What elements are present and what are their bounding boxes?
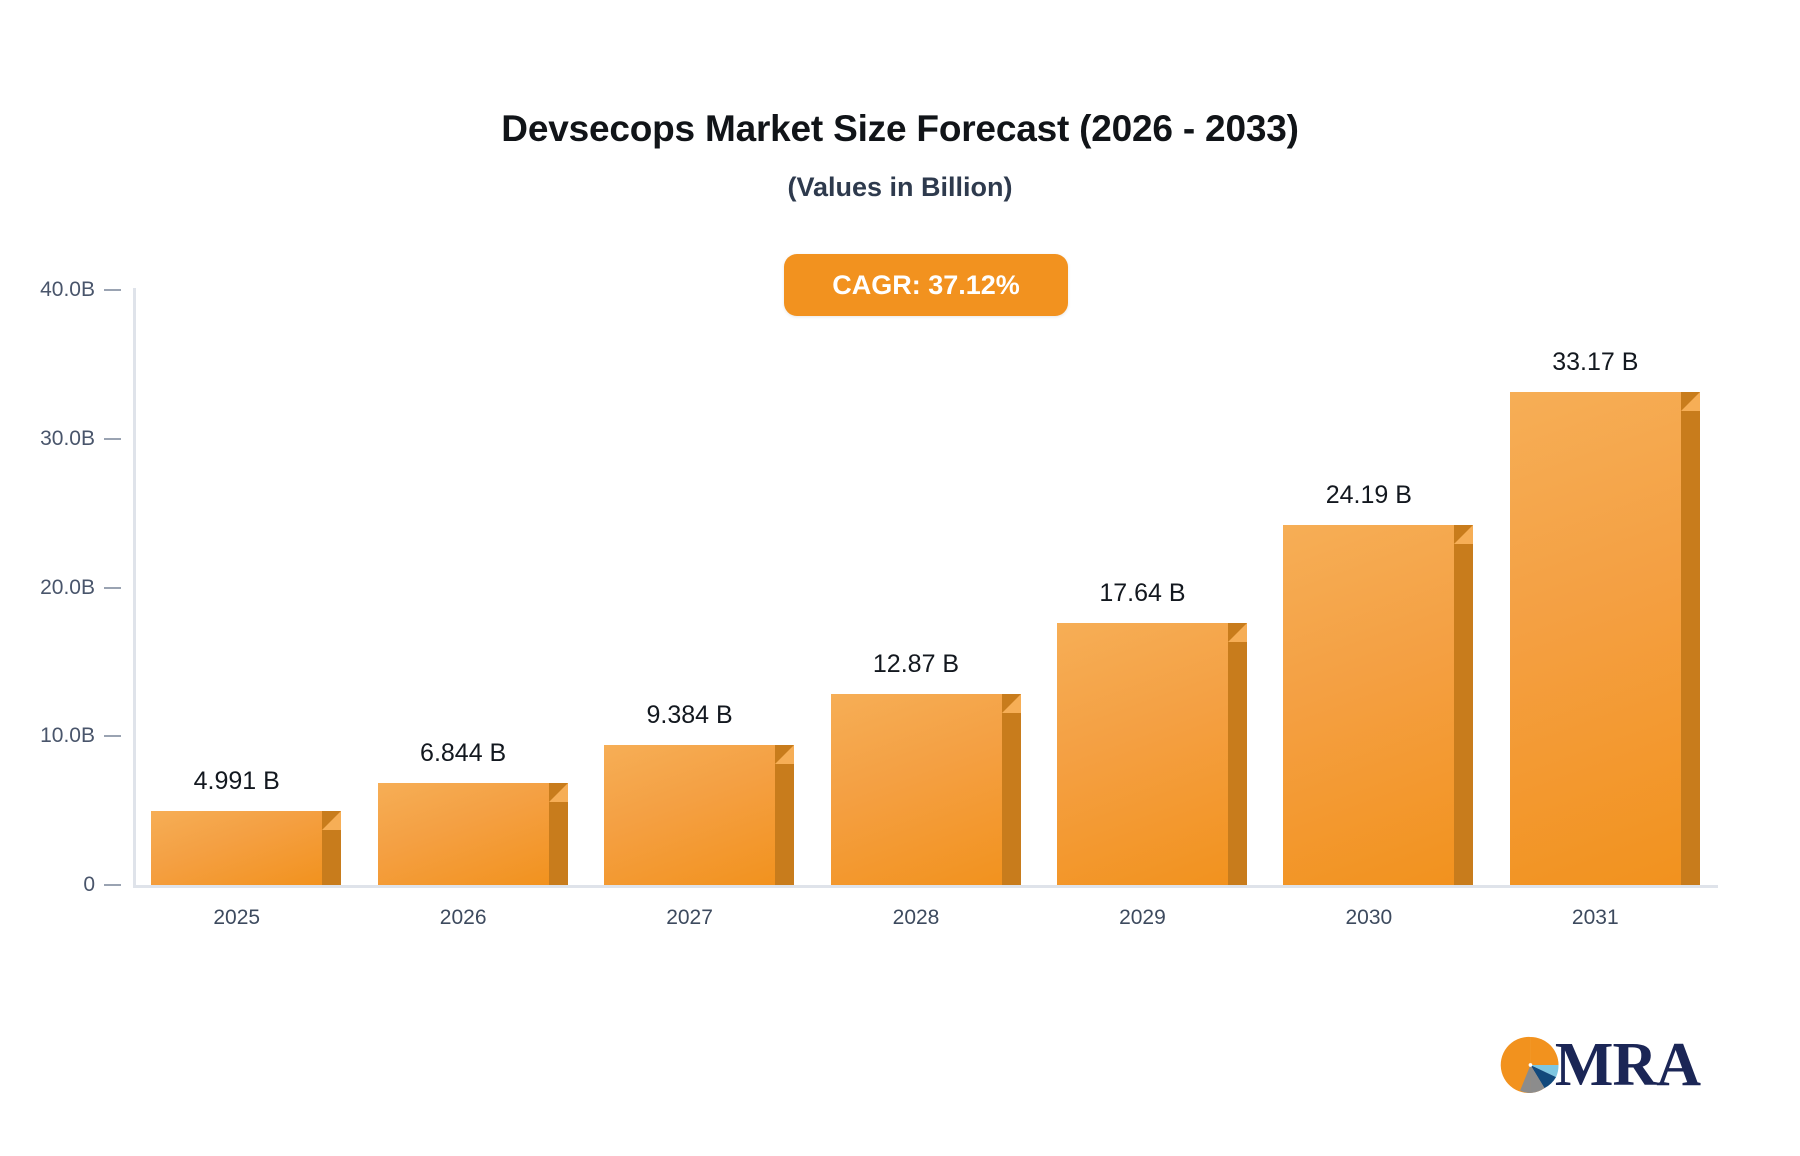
- y-axis-line: [133, 288, 136, 885]
- bar-top-face: [322, 810, 342, 830]
- bar[interactable]: [604, 745, 795, 885]
- bar[interactable]: [377, 783, 568, 885]
- x-axis-tick-label: 2031: [1571, 906, 1619, 929]
- bar[interactable]: [151, 810, 342, 885]
- bar-front-face: [1056, 622, 1228, 885]
- bar-top-face: [775, 745, 795, 765]
- bar-front-face: [830, 693, 1002, 885]
- bar-top-face: [1001, 693, 1021, 713]
- bar-value-label: 9.384 B: [646, 701, 733, 730]
- logo-text: MRA: [1554, 1031, 1701, 1099]
- x-axis-tick-label: 2025: [213, 906, 261, 929]
- bar-value-label: 6.844 B: [420, 739, 507, 768]
- x-axis-line: [133, 885, 1718, 888]
- x-axis-tick-label: 2028: [892, 906, 940, 929]
- bar-top-face: [1680, 391, 1700, 411]
- bar-value-label: 17.64 B: [1099, 578, 1186, 607]
- bar-top-face: [1454, 525, 1474, 545]
- y-axis-tick-mark: [104, 884, 121, 886]
- y-axis-tick-mark: [104, 289, 121, 291]
- y-axis-tick-label: 40.0B: [40, 278, 95, 301]
- y-axis-tick-label: 30.0B: [40, 426, 95, 450]
- bar[interactable]: [830, 693, 1021, 885]
- pie-chart-icon: [1500, 1036, 1559, 1094]
- y-axis-tick-mark: [104, 586, 121, 589]
- bar-front-face: [604, 745, 776, 885]
- bar-front-face: [377, 783, 549, 885]
- x-axis-tick-label: 2027: [666, 906, 713, 929]
- mra-logo: MRA: [1500, 1030, 1701, 1100]
- bar-top-face: [548, 783, 568, 803]
- bar-front-face: [151, 810, 323, 885]
- bar-side-face: [548, 783, 568, 885]
- bar-side-face: [1680, 391, 1700, 885]
- bar-value-label: 33.17 B: [1552, 347, 1639, 376]
- chart-title: Devsecops Market Size Forecast (2026 - 2…: [501, 108, 1299, 149]
- chart-subtitle: (Values in Billion): [787, 172, 1013, 202]
- bar[interactable]: [1509, 391, 1700, 885]
- x-axis-tick-label: 2029: [1119, 906, 1166, 929]
- bar-front-face: [1509, 391, 1681, 885]
- x-axis-tick-label: 2026: [439, 906, 487, 929]
- bar-side-face: [1001, 693, 1021, 885]
- bar-value-label: 12.87 B: [872, 649, 960, 678]
- x-axis-tick-label: 2030: [1345, 906, 1393, 929]
- bar-side-face: [775, 745, 795, 885]
- bar-value-label: 4.991 B: [193, 766, 280, 795]
- y-axis-tick-label: 20.0B: [40, 575, 95, 599]
- bar-side-face: [1454, 525, 1474, 885]
- cagr-badge[interactable]: CAGR: 37.12%: [784, 254, 1068, 316]
- y-axis-tick-label: 0: [83, 873, 95, 896]
- bar[interactable]: [1283, 525, 1474, 885]
- bar-value-label: 24.19 B: [1325, 481, 1412, 510]
- cagr-badge-label: CAGR: 37.12%: [832, 269, 1020, 300]
- bar-top-face: [1227, 622, 1247, 642]
- y-axis-tick-mark: [104, 735, 121, 738]
- bar-side-face: [1227, 622, 1247, 885]
- bar-front-face: [1283, 525, 1455, 885]
- y-axis-tick-mark: [104, 437, 121, 440]
- y-axis-tick-label: 10.0B: [40, 724, 95, 748]
- bar[interactable]: [1056, 622, 1247, 885]
